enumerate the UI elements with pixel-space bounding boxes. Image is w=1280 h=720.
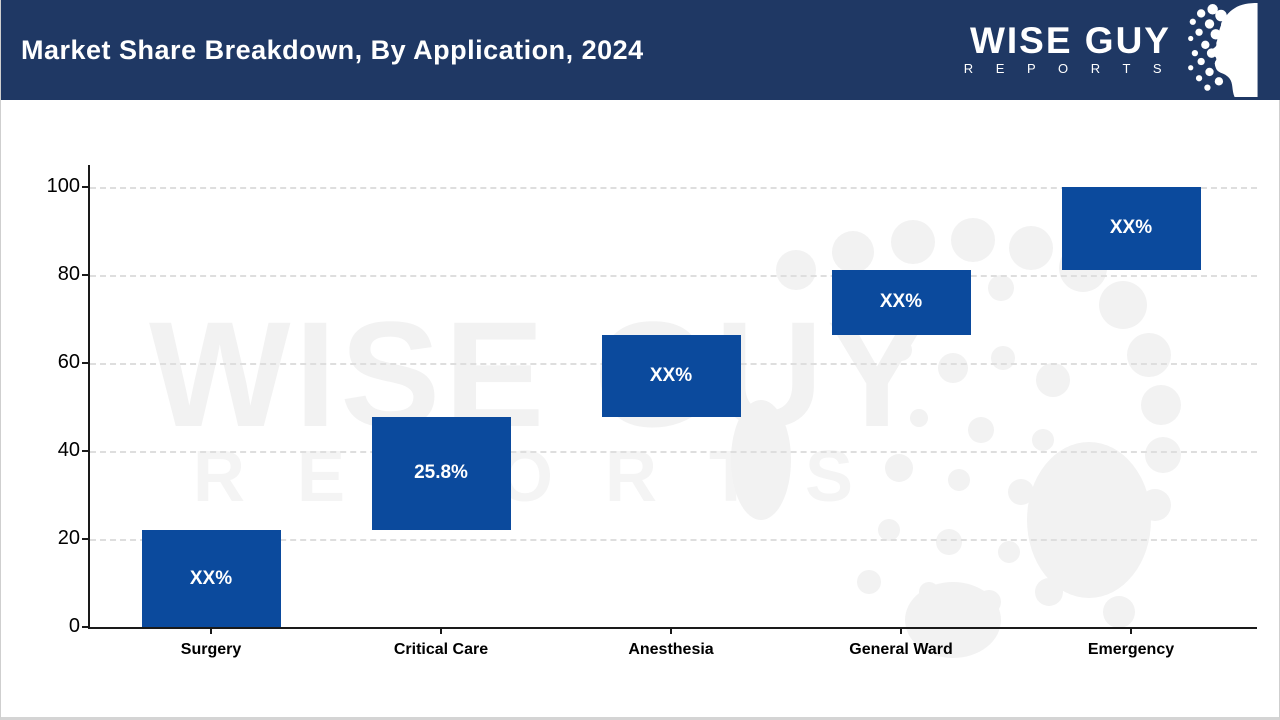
bar-general-ward: XX% <box>831 269 971 335</box>
bar-anesthesia: XX% <box>601 334 741 417</box>
gridline-20 <box>90 539 1257 541</box>
x-tick-1 <box>440 627 442 634</box>
y-axis-spine <box>88 165 90 627</box>
x-category-label: Anesthesia <box>628 641 714 658</box>
bar-value-label: XX% <box>649 364 693 386</box>
header-bar: Market Share Breakdown, By Application, … <box>1 0 1280 100</box>
y-tick-20 <box>82 538 90 540</box>
watermark-wordmark: WISE GUY <box>149 290 932 458</box>
logo-wordmark: WISE GUY <box>969 20 1171 61</box>
x-tick-0 <box>210 627 212 634</box>
logo-subtitle: R E P O R T S <box>963 61 1171 76</box>
bar-value-label: XX% <box>879 291 923 313</box>
logo-face-icon <box>1188 3 1258 97</box>
logo-text: WISE GUY R E P O R T S <box>963 20 1171 77</box>
wise-guy-reports-logo: WISE GUY R E P O R T S <box>964 0 1280 100</box>
bar-value-label: 25.8% <box>414 462 468 484</box>
y-tick-100 <box>82 186 90 188</box>
bar-surgery: XX% <box>141 530 281 627</box>
bar-emergency: XX% <box>1061 187 1201 270</box>
y-tick-label-0: 0 <box>68 615 80 637</box>
chart-plot-area: 0 20 40 60 80 100 XX% Surgery 25.8% Critical Care… <box>1 100 1280 720</box>
x-category-label: Emergency <box>1087 641 1175 658</box>
bar-critical-care: 25.8% <box>371 416 511 531</box>
x-category-label: Critical Care <box>393 641 489 658</box>
gridline-80 <box>90 275 1257 277</box>
watermark-head-dots <box>731 218 1181 658</box>
y-tick-label-20: 20 <box>57 527 80 549</box>
gridline-100 <box>90 187 1257 189</box>
bar-value-label: XX% <box>189 567 233 589</box>
y-tick-40 <box>82 450 90 452</box>
x-tick-4 <box>1130 627 1132 634</box>
y-tick-80 <box>82 274 90 276</box>
y-tick-60 <box>82 362 90 364</box>
gridline-40 <box>90 451 1257 453</box>
x-tick-3 <box>900 627 902 634</box>
x-category-label: Surgery <box>180 641 242 658</box>
x-category-label: General Ward <box>849 641 953 658</box>
bar-value-label: XX% <box>1109 217 1153 239</box>
x-tick-2 <box>670 627 672 634</box>
y-tick-label-100: 100 <box>46 175 80 197</box>
y-tick-label-40: 40 <box>57 439 80 461</box>
y-tick-0 <box>82 626 90 628</box>
y-tick-label-60: 60 <box>57 351 80 373</box>
page-title: Market Share Breakdown, By Application, … <box>21 34 644 65</box>
x-axis-spine <box>88 627 1257 629</box>
y-tick-label-80: 80 <box>57 263 80 285</box>
